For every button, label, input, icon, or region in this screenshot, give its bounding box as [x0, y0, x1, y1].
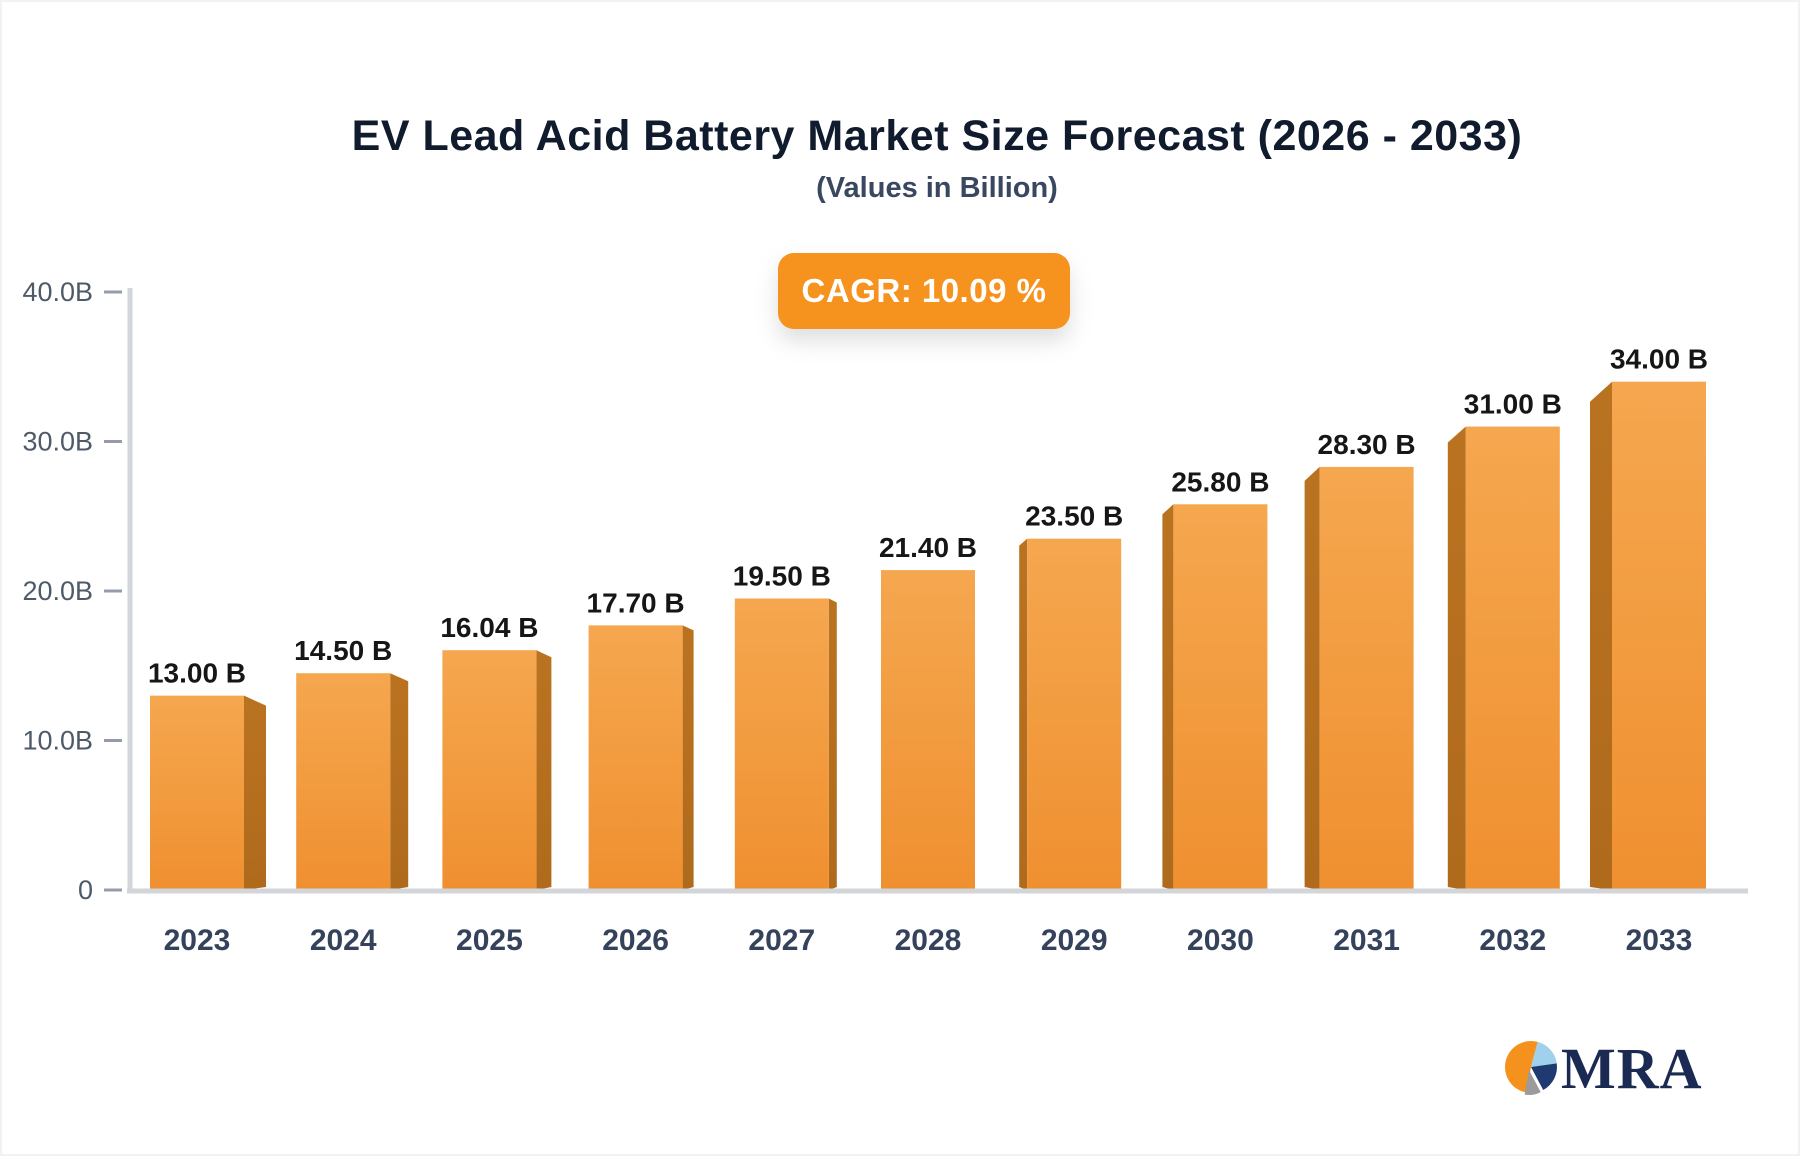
bar-2027: 19.50 B 2027 — [733, 560, 837, 957]
bar-face — [734, 598, 829, 890]
bar-side-face — [1162, 504, 1174, 890]
x-axis-label: 2033 — [1626, 924, 1693, 957]
bar-value-label: 25.80 B — [1171, 466, 1269, 497]
bar-value-label: 17.70 B — [587, 587, 685, 618]
y-axis-label: 20.0B — [22, 576, 93, 606]
y-axis-label: 0 — [78, 875, 93, 905]
x-axis-label: 2025 — [456, 924, 523, 957]
mra-logo-pie-icon — [1505, 1041, 1558, 1095]
bar-side-face — [1447, 426, 1466, 890]
bar-side-face — [244, 695, 266, 890]
y-axis-label: 30.0B — [22, 427, 93, 457]
cagr-badge-label: CAGR: 10.09 % — [801, 272, 1047, 309]
bar-face — [1319, 466, 1414, 890]
x-axis-label: 2024 — [310, 924, 377, 957]
bar-2028: 21.40 B 2028 — [879, 532, 977, 957]
x-axis-label: 2026 — [602, 924, 669, 957]
bar-2029: 23.50 B 2029 — [1019, 501, 1123, 957]
bar-value-label: 34.00 B — [1610, 344, 1708, 375]
chart-subtitle: (Values in Billion) — [816, 172, 1058, 204]
logo-pie-slice-gray — [1524, 1070, 1541, 1095]
bar-2024: 14.50 B 2024 — [294, 635, 409, 957]
bar-2030: 25.80 B 2030 — [1162, 466, 1269, 957]
bar-face — [296, 673, 391, 890]
chart-title: EV Lead Acid Battery Market Size Forecas… — [351, 112, 1523, 160]
logo-pie-slice-navy — [1531, 1063, 1558, 1090]
bar-2023: 13.00 B 2023 — [148, 658, 266, 957]
logo-pie-slice-blue — [1531, 1041, 1557, 1067]
bar-face — [1027, 538, 1122, 890]
bar-2026: 17.70 B 2026 — [587, 587, 694, 957]
bar-face — [1173, 504, 1268, 890]
bar-2033: 34.00 B 2033 — [1590, 344, 1708, 957]
bar-value-label: 31.00 B — [1464, 389, 1562, 420]
bar-face — [1465, 426, 1560, 890]
mra-logo: MRA — [1502, 1038, 1703, 1100]
bar-value-label: 14.50 B — [294, 635, 392, 666]
bar-2025: 16.04 B 2025 — [440, 612, 552, 957]
bar-side-face — [390, 673, 409, 890]
x-axis-label: 2031 — [1333, 924, 1400, 957]
bar-side-face — [828, 598, 837, 890]
x-axis-label: 2032 — [1479, 924, 1546, 957]
y-axis-label: 40.0B — [22, 277, 93, 307]
x-axis-label: 2029 — [1041, 924, 1108, 957]
y-axis-label: 10.0B — [22, 726, 93, 756]
bar-2031: 28.30 B 2031 — [1304, 429, 1416, 957]
bar-face — [1612, 381, 1706, 890]
bar-face — [588, 625, 683, 890]
bar-side-face — [1590, 381, 1612, 890]
bar-side-face — [1304, 466, 1320, 890]
bar-value-label: 28.30 B — [1318, 429, 1416, 460]
bar-value-label: 19.50 B — [733, 560, 831, 591]
bar-2032: 31.00 B 2032 — [1447, 389, 1562, 957]
bar-side-face — [1019, 538, 1028, 890]
x-axis-label: 2030 — [1187, 924, 1254, 957]
bar-value-label: 23.50 B — [1025, 501, 1123, 532]
bar-value-label: 13.00 B — [148, 658, 246, 689]
x-axis-label: 2028 — [895, 924, 962, 957]
x-axis-label: 2027 — [748, 924, 815, 957]
bar-face — [150, 695, 244, 890]
x-axis-label: 2023 — [164, 924, 231, 957]
bar-value-label: 21.40 B — [879, 532, 977, 563]
logo-pie-slice-orange — [1505, 1041, 1538, 1093]
mra-logo-text: MRA — [1561, 1036, 1703, 1101]
bar-value-label: 16.04 B — [440, 612, 538, 643]
cagr-badge: CAGR: 10.09 % — [778, 253, 1070, 329]
bar-face — [442, 650, 537, 890]
bar-face — [881, 570, 975, 890]
bar-side-face — [682, 625, 694, 890]
bar-side-face — [536, 650, 552, 890]
